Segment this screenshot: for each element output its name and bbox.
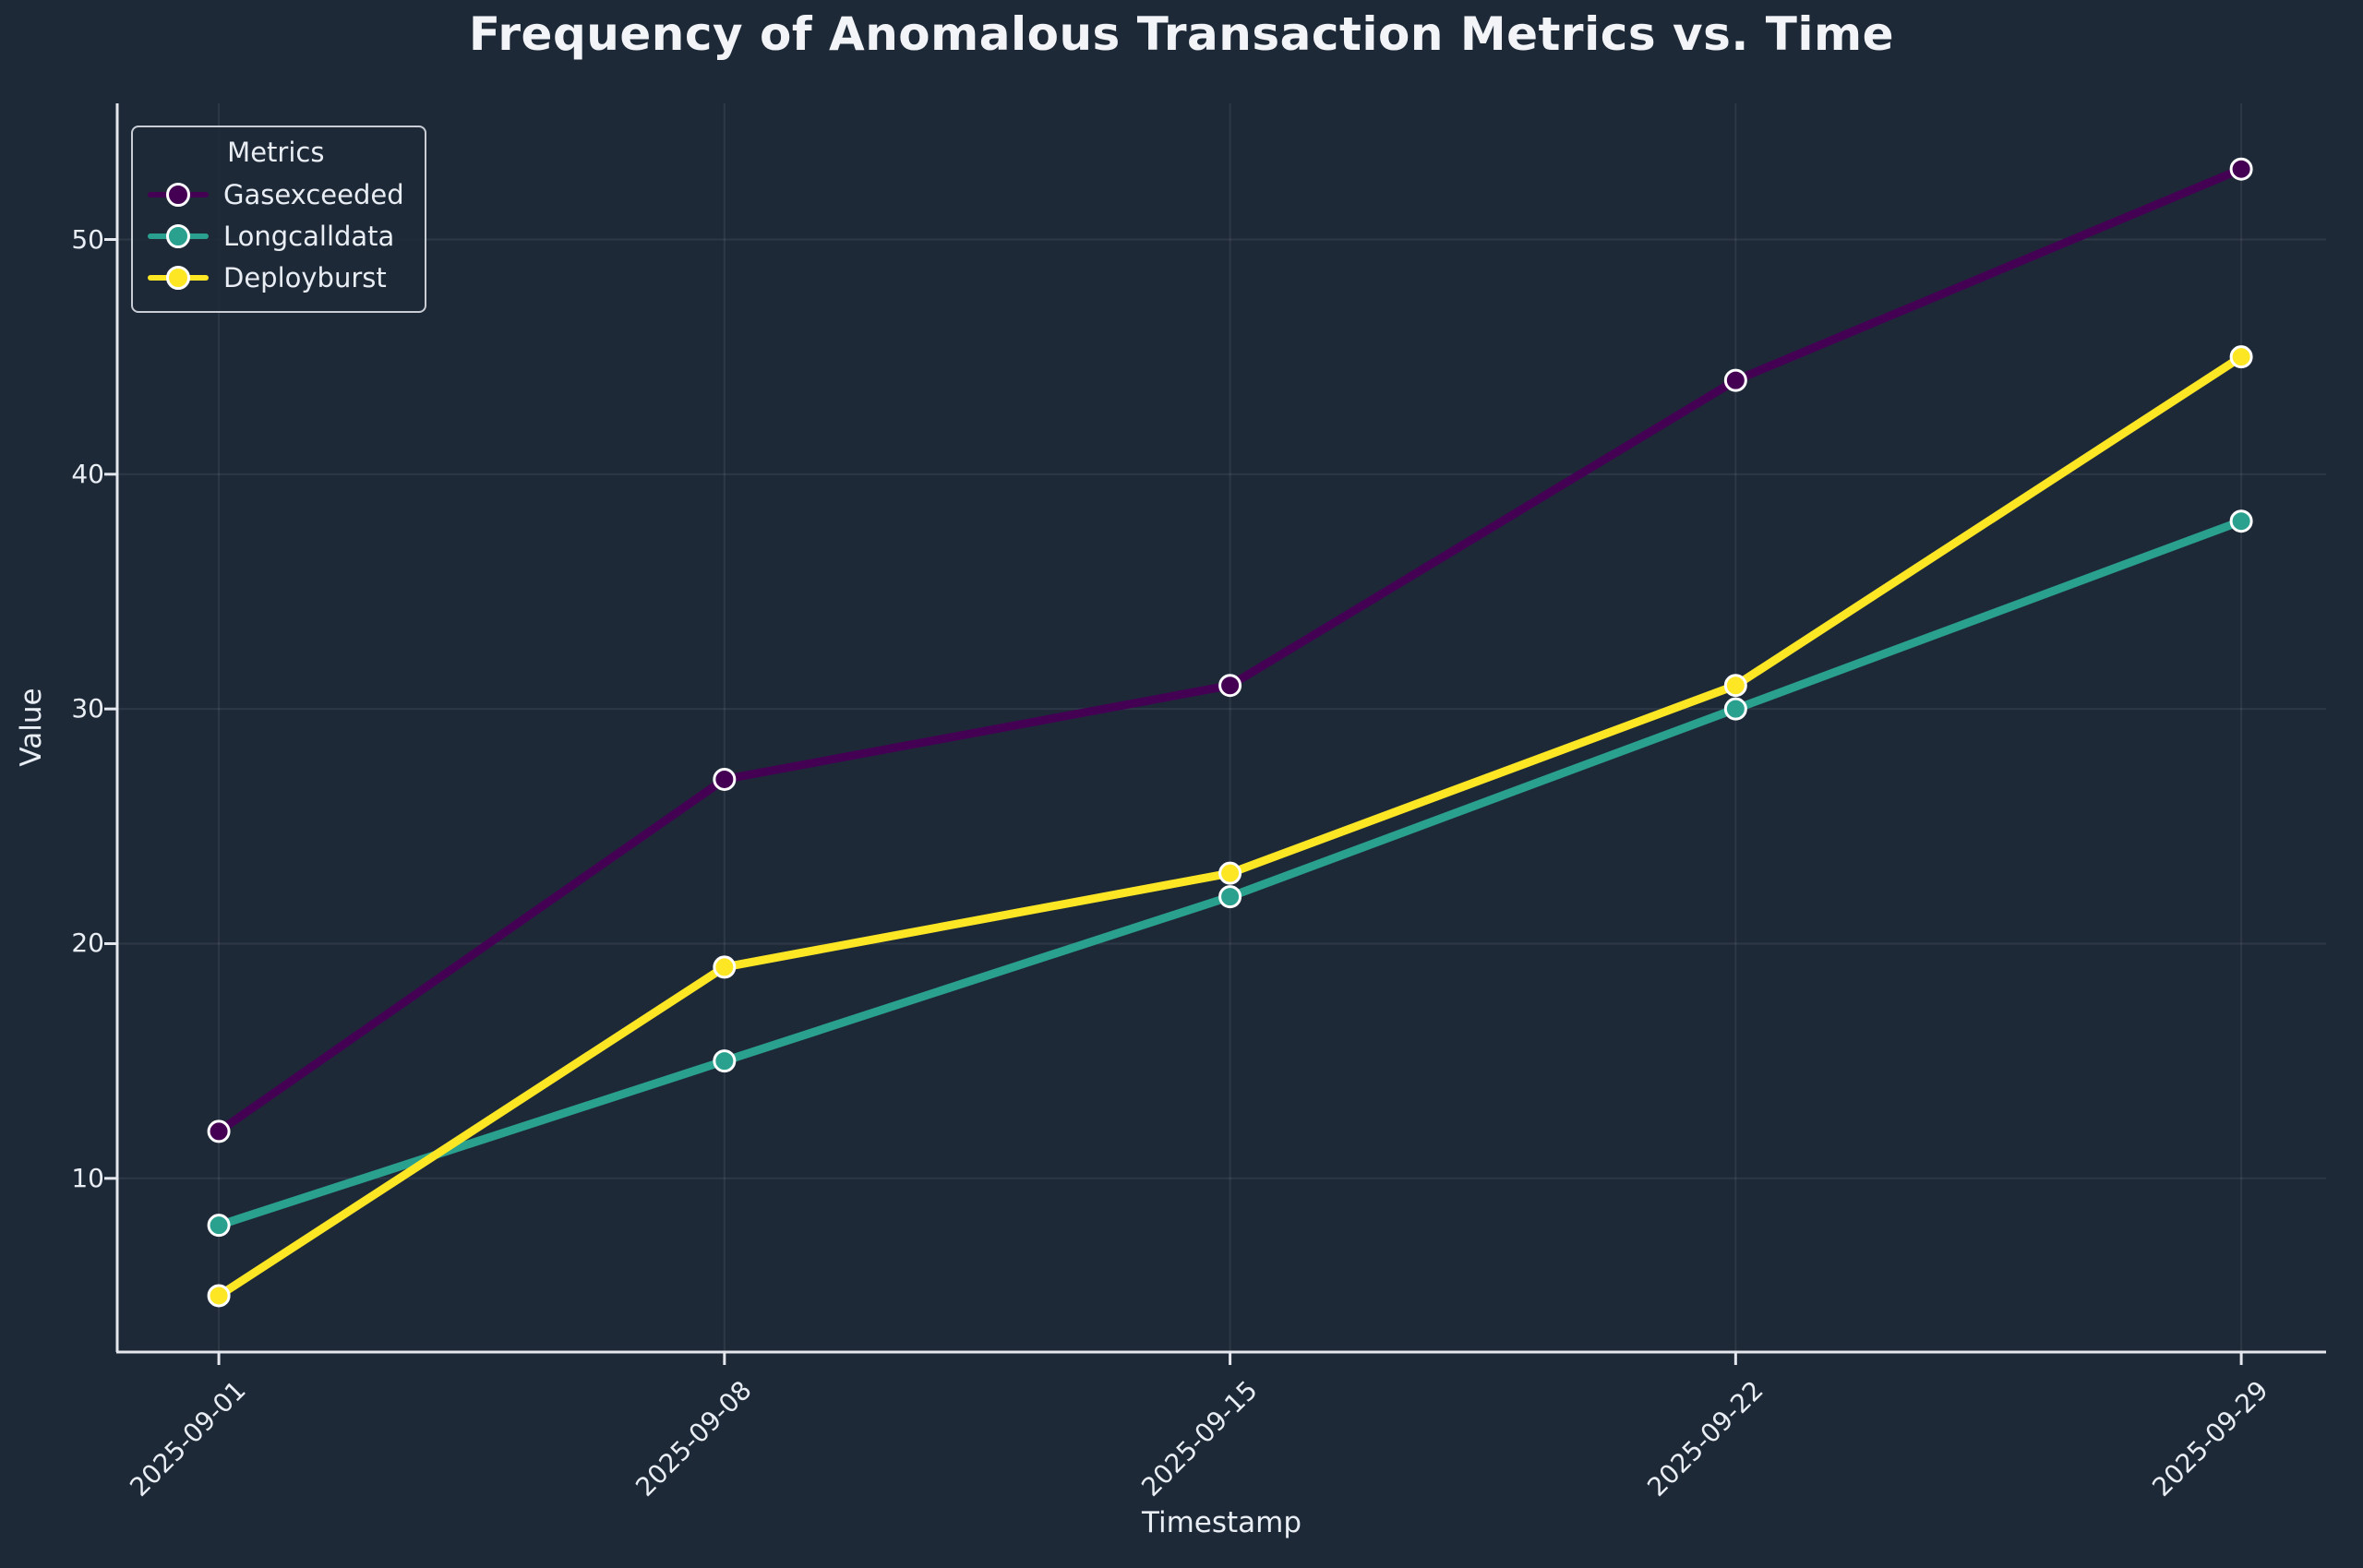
data-point-deployburst xyxy=(2229,345,2253,369)
legend: Metrics Gasexceeded Longcalldata Deploybur… xyxy=(131,126,426,313)
x-axis-label: Timestamp xyxy=(1141,1506,1302,1539)
legend-title: Metrics xyxy=(227,137,325,168)
legend-line-marker-icon xyxy=(148,223,209,248)
data-point-deployburst xyxy=(1723,674,1747,698)
legend-item-gasexceeded: Gasexceeded xyxy=(148,174,404,215)
y-axis-label: Value xyxy=(15,688,48,767)
data-point-gasexceeded xyxy=(1218,674,1242,698)
legend-line-marker-icon xyxy=(148,265,209,290)
legend-item-longcalldata: Longcalldata xyxy=(148,215,404,257)
y-tick-label: 20 xyxy=(71,928,104,959)
y-tick-label: 50 xyxy=(71,223,104,255)
legend-item-deployburst: Deployburst xyxy=(148,257,404,298)
legend-items: Gasexceeded Longcalldata Deployburst xyxy=(148,174,404,298)
y-tick-label: 30 xyxy=(71,693,104,724)
data-point-deployburst xyxy=(1218,861,1242,885)
legend-label: Deployburst xyxy=(223,261,387,293)
data-point-longcalldata xyxy=(207,1214,231,1238)
legend-label: Gasexceeded xyxy=(223,178,404,210)
data-point-gasexceeded xyxy=(2229,157,2253,181)
data-point-gasexceeded xyxy=(1723,368,1747,392)
data-point-gasexceeded xyxy=(713,767,737,791)
data-point-deployburst xyxy=(713,955,737,979)
data-point-longcalldata xyxy=(713,1049,737,1073)
data-point-longcalldata xyxy=(1218,885,1242,909)
data-point-gasexceeded xyxy=(207,1119,231,1143)
y-tick-label: 10 xyxy=(71,1162,104,1193)
legend-label: Longcalldata xyxy=(223,220,395,252)
data-point-longcalldata xyxy=(2229,509,2253,533)
legend-line-marker-icon xyxy=(148,182,209,207)
data-point-longcalldata xyxy=(1723,697,1747,721)
chart-title: Frequency of Anomalous Transaction Metri… xyxy=(468,7,1895,61)
y-tick-label: 40 xyxy=(71,458,104,489)
data-point-deployburst xyxy=(207,1284,231,1308)
